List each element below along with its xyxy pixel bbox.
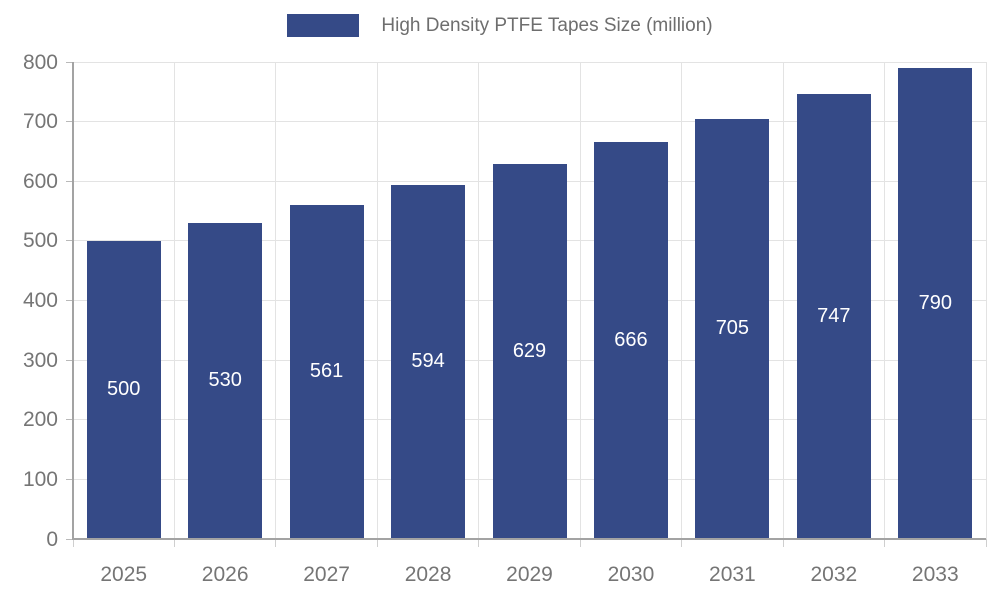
y-axis-tick [66, 180, 73, 182]
y-axis-tick [66, 538, 73, 540]
x-axis-label: 2031 [709, 563, 756, 586]
bar: 666 [593, 141, 668, 539]
x-axis-label: 2027 [303, 563, 350, 586]
y-axis-tick [66, 61, 73, 63]
x-gridline [478, 62, 480, 539]
bar-value-label: 530 [208, 369, 242, 392]
x-gridline [579, 62, 581, 539]
x-axis-label: 2030 [607, 563, 655, 586]
x-axis-tick [376, 539, 378, 547]
y-axis-tick [66, 240, 73, 242]
y-gridline [73, 61, 986, 63]
bar-value-label: 500 [107, 378, 141, 401]
y-axis-tick [66, 419, 73, 421]
x-axis-tick [579, 539, 581, 547]
bar-value-label: 561 [309, 360, 344, 383]
chart-legend: High Density PTFE Tapes Size (million) [0, 14, 1000, 37]
x-axis-label: 2026 [201, 563, 249, 586]
x-axis-tick [478, 539, 480, 547]
y-axis-label: 100 [22, 467, 58, 491]
y-axis-label: 500 [22, 229, 58, 253]
x-axis-label: 2028 [404, 563, 452, 586]
bar: 790 [898, 67, 973, 539]
x-gridline [681, 62, 683, 539]
bar-value-label: 594 [411, 350, 445, 373]
x-axis-tick [275, 539, 277, 547]
y-axis-tick [66, 359, 73, 361]
bar: 530 [188, 222, 263, 539]
legend-label: High Density PTFE Tapes Size (million) [381, 14, 713, 36]
y-axis-label: 200 [22, 408, 58, 432]
x-axis-line [73, 538, 986, 540]
y-gridline [73, 121, 986, 123]
x-gridline [376, 62, 378, 539]
x-axis-tick [782, 539, 784, 547]
bar: 561 [289, 204, 364, 539]
x-axis-tick [985, 539, 987, 547]
y-axis-label: 600 [22, 169, 58, 193]
bar: 500 [86, 240, 161, 539]
x-axis-label: 2029 [506, 563, 553, 586]
y-axis-tick [66, 300, 73, 301]
x-axis-tick [72, 539, 74, 547]
y-axis-tick [66, 478, 73, 480]
y-axis-label: 300 [22, 348, 58, 372]
y-axis-label: 0 [46, 527, 58, 551]
legend-swatch [287, 14, 360, 37]
bar: 594 [391, 184, 466, 539]
x-gridline [782, 62, 784, 539]
y-axis-label: 800 [22, 50, 58, 74]
x-gridline [173, 62, 175, 539]
x-axis-tick [681, 539, 683, 547]
bar: 705 [695, 118, 770, 539]
y-axis-label: 400 [22, 289, 58, 312]
bar-value-label: 629 [512, 339, 547, 362]
x-axis-tick [884, 539, 886, 547]
y-axis-label: 700 [22, 110, 58, 134]
x-gridline [275, 62, 277, 539]
bar: 629 [492, 163, 567, 539]
bar-value-label: 747 [817, 304, 851, 327]
y-axis-line [72, 62, 74, 540]
y-axis-tick [66, 121, 73, 123]
x-axis-label: 2032 [810, 563, 858, 586]
bar-value-label: 666 [614, 328, 648, 351]
bar-value-label: 790 [918, 291, 952, 314]
x-axis-tick [173, 539, 175, 547]
bar: 747 [796, 93, 871, 539]
x-axis-label: 2025 [100, 563, 148, 586]
x-gridline [985, 62, 987, 539]
bar-value-label: 705 [715, 317, 750, 340]
x-gridline [884, 62, 886, 539]
x-axis-label: 2033 [911, 563, 959, 586]
